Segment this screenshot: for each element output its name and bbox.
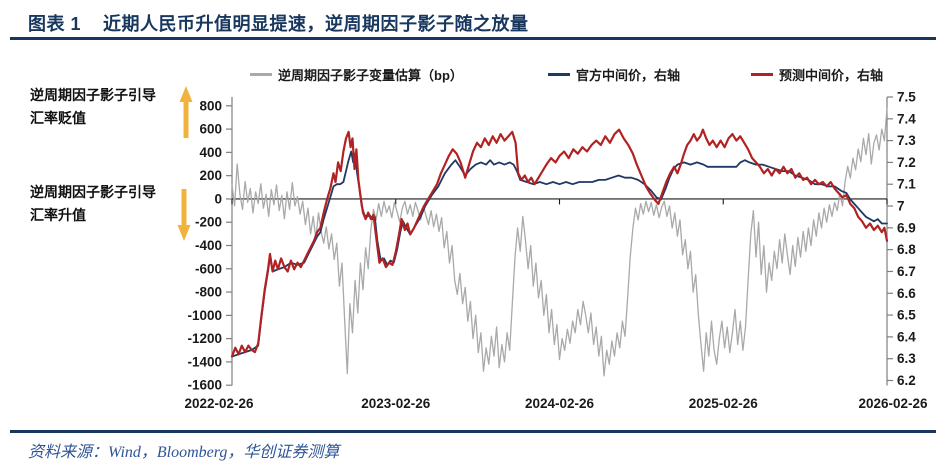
depreciation-arrow-icon	[179, 86, 193, 138]
figure-title: 图表 1 近期人民币升值明显提速，逆周期因子影子随之放量	[28, 10, 529, 36]
annotation-line: 汇率升值	[30, 207, 86, 223]
left-axis-tick-label: 400	[199, 145, 222, 160]
gray-line-swatch-icon	[250, 73, 272, 76]
title-divider	[10, 37, 936, 40]
left-axis-tick-label: 0	[214, 191, 222, 206]
left-axis-tick-label: 200	[199, 168, 222, 183]
x-axis-label: 2023-02-26	[361, 396, 431, 411]
legend-label: 官方中间价，右轴	[576, 68, 681, 83]
left-axis-tick-label: -800	[195, 285, 222, 300]
right-axis-tick-label: 6.7	[897, 264, 916, 279]
left-axis-tick-label: -1000	[187, 308, 222, 323]
annotation-line: 逆周期因子影子引导	[30, 184, 156, 200]
right-axis-tick-label: 6.9	[897, 220, 916, 235]
figure-title-text: 近期人民币升值明显提速，逆周期因子影子随之放量	[103, 14, 529, 34]
right-axis-tick-label: 6.4	[897, 329, 916, 344]
left-axis-tick-label: -600	[195, 261, 222, 276]
right-axis-tick-label: 6.3	[897, 351, 916, 366]
legend-item-shadow-variable: 逆周期因子影子变量估算（bp）	[250, 65, 463, 84]
right-axis-tick-label: 6.5	[897, 308, 916, 323]
data-source: 资料来源：Wind，Bloomberg，华创证券测算	[28, 444, 340, 461]
right-axis-tick-label: 6.8	[897, 242, 916, 257]
predicted-fix-series	[230, 128, 889, 358]
footer-divider	[10, 430, 936, 433]
annotation-line: 汇率贬值	[30, 110, 86, 126]
chart-legend: 逆周期因子影子变量估算（bp） 官方中间价，右轴 预测中间价，右轴	[0, 65, 946, 83]
x-axis-label: 2025-02-26	[689, 396, 759, 411]
x-axis-label: 2024-02-26	[525, 396, 595, 411]
legend-item-official-fix: 官方中间价，右轴	[548, 65, 680, 84]
left-axis-tick-label: -200	[195, 215, 222, 230]
red-line-swatch-icon	[751, 73, 773, 76]
blue-line-swatch-icon	[548, 73, 570, 76]
left-axis-tick-label: -1400	[187, 354, 222, 369]
left-axis-tick-label: -1600	[187, 378, 222, 393]
left-axis-tick-label: -400	[195, 238, 222, 253]
figure-number: 图表 1	[28, 14, 82, 34]
shadow-variable-series	[231, 107, 888, 377]
annotation-depreciation: 逆周期因子影子引导 汇率贬值	[30, 84, 156, 130]
legend-item-predicted-fix: 预测中间价，右轴	[751, 65, 883, 84]
left-axis-tick-label: 600	[199, 122, 222, 137]
appreciation-arrow-icon	[177, 189, 191, 241]
legend-label: 逆周期因子影子变量估算（bp）	[278, 68, 463, 83]
right-axis-tick-label: 7.1	[897, 177, 916, 192]
right-axis-tick-label: 6.6	[897, 286, 916, 301]
right-axis-tick-label: 7	[897, 199, 905, 214]
right-axis-tick-label: 7.5	[897, 90, 916, 105]
right-axis-tick-label: 7.4	[897, 111, 916, 126]
right-axis-tick-label: 6.2	[897, 373, 916, 388]
official-fix-series	[231, 150, 888, 358]
annotation-appreciation: 逆周期因子影子引导 汇率升值	[30, 181, 156, 227]
right-axis-tick-label: 7.2	[897, 155, 916, 170]
left-axis-tick-label: 800	[199, 98, 222, 113]
annotation-line: 逆周期因子影子引导	[30, 87, 156, 103]
x-axis-label: 2026-02-26	[858, 396, 928, 411]
legend-label: 预测中间价，右轴	[779, 68, 884, 83]
right-axis-tick-label: 7.3	[897, 133, 916, 148]
left-axis-tick-label: -1200	[187, 331, 222, 346]
x-axis-label: 2022-02-26	[184, 396, 254, 411]
